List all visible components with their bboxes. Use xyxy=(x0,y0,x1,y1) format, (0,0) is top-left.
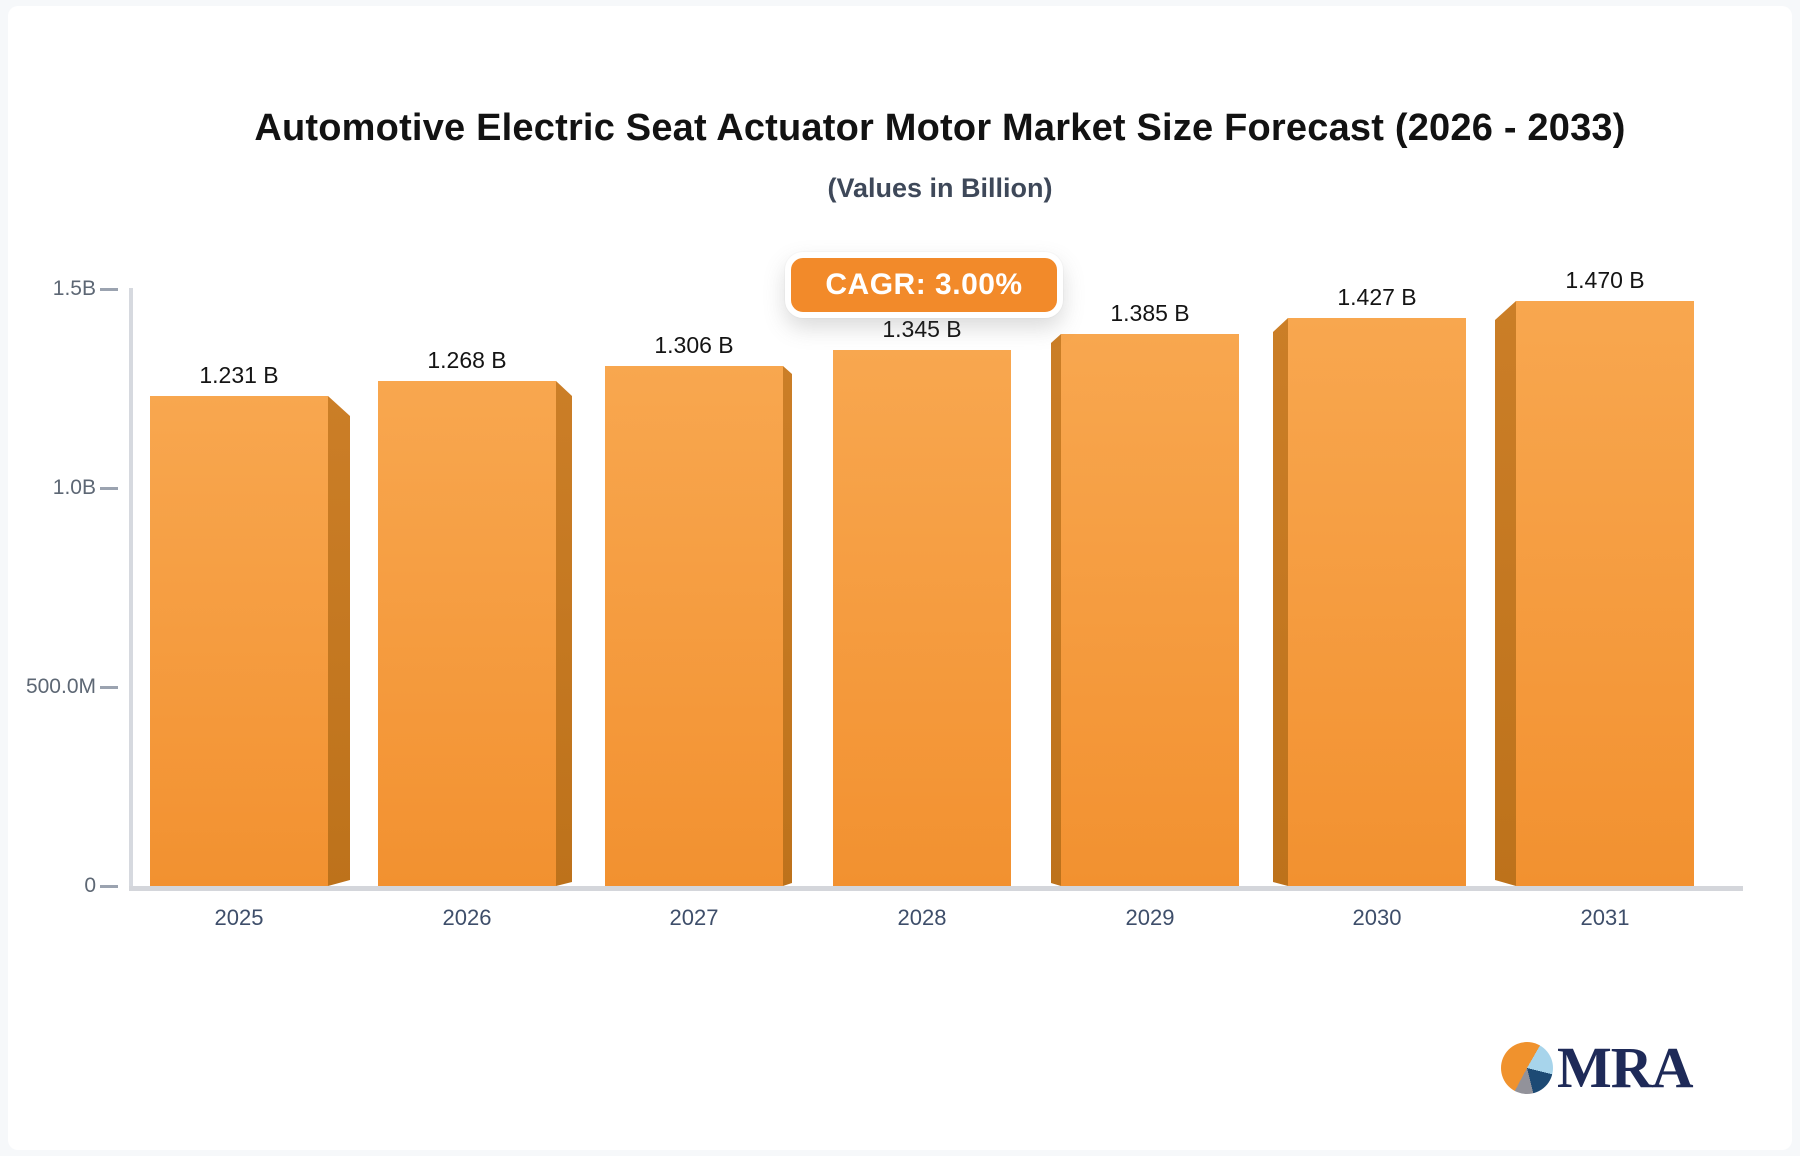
bar-side-face-2025 xyxy=(328,396,350,886)
bar-value-label-2029: 1.385 B xyxy=(1110,300,1190,326)
mra-logo: MRA xyxy=(1501,1032,1694,1104)
bar-side-face-2029 xyxy=(1051,334,1061,886)
bar-value-label-2030: 1.427 B xyxy=(1337,284,1417,310)
mra-logo-pie-icon xyxy=(1501,1042,1553,1094)
cagr-badge: CAGR: 3.00% xyxy=(785,252,1063,318)
x-tick-label-2029: 2029 xyxy=(1125,905,1175,930)
x-tick-label-2031: 2031 xyxy=(1580,905,1630,930)
bar-2029[interactable] xyxy=(1061,334,1239,886)
cagr-badge-label: CAGR: 3.00% xyxy=(825,268,1023,301)
y-axis-line xyxy=(129,288,133,886)
bar-side-face-2030 xyxy=(1273,318,1288,886)
bar-value-label-2025: 1.231 B xyxy=(199,362,279,388)
bar-side-face-2027 xyxy=(783,366,792,886)
chart-subtitle: (Values in Billion) xyxy=(827,173,1053,203)
bar-2027[interactable] xyxy=(605,366,783,886)
x-axis-baseline xyxy=(129,886,1743,891)
x-tick-label-2028: 2028 xyxy=(897,905,947,930)
bar-2025[interactable] xyxy=(150,396,328,886)
x-tick-label-2026: 2026 xyxy=(442,905,492,930)
y-tick-mark xyxy=(100,288,118,291)
bar-2028[interactable] xyxy=(833,350,1011,886)
mra-logo-text: MRA xyxy=(1557,1035,1694,1100)
y-tick-label: 1.5B xyxy=(52,277,96,300)
bar-2031[interactable] xyxy=(1516,301,1694,886)
y-tick-mark xyxy=(100,487,118,490)
bar-2026[interactable] xyxy=(378,381,556,886)
y-tick-label: 0 xyxy=(84,874,96,897)
x-tick-label-2025: 2025 xyxy=(214,905,264,930)
y-tick-label: 1.0B xyxy=(52,476,96,499)
x-tick-label-2030: 2030 xyxy=(1352,905,1402,930)
bar-value-label-2031: 1.470 B xyxy=(1565,267,1645,293)
bar-value-label-2026: 1.268 B xyxy=(427,347,507,373)
bar-2030[interactable] xyxy=(1288,318,1466,886)
y-tick-mark xyxy=(100,686,118,689)
bar-value-label-2028: 1.345 B xyxy=(882,316,962,342)
y-tick-label: 500.0M xyxy=(25,675,96,698)
y-tick-mark xyxy=(100,885,118,888)
bar-value-label-2027: 1.306 B xyxy=(654,332,734,358)
chart-title: Automotive Electric Seat Actuator Motor … xyxy=(254,107,1626,149)
bar-side-face-2031 xyxy=(1495,301,1516,886)
bar-side-face-2026 xyxy=(556,381,572,886)
x-tick-label-2027: 2027 xyxy=(669,905,719,930)
